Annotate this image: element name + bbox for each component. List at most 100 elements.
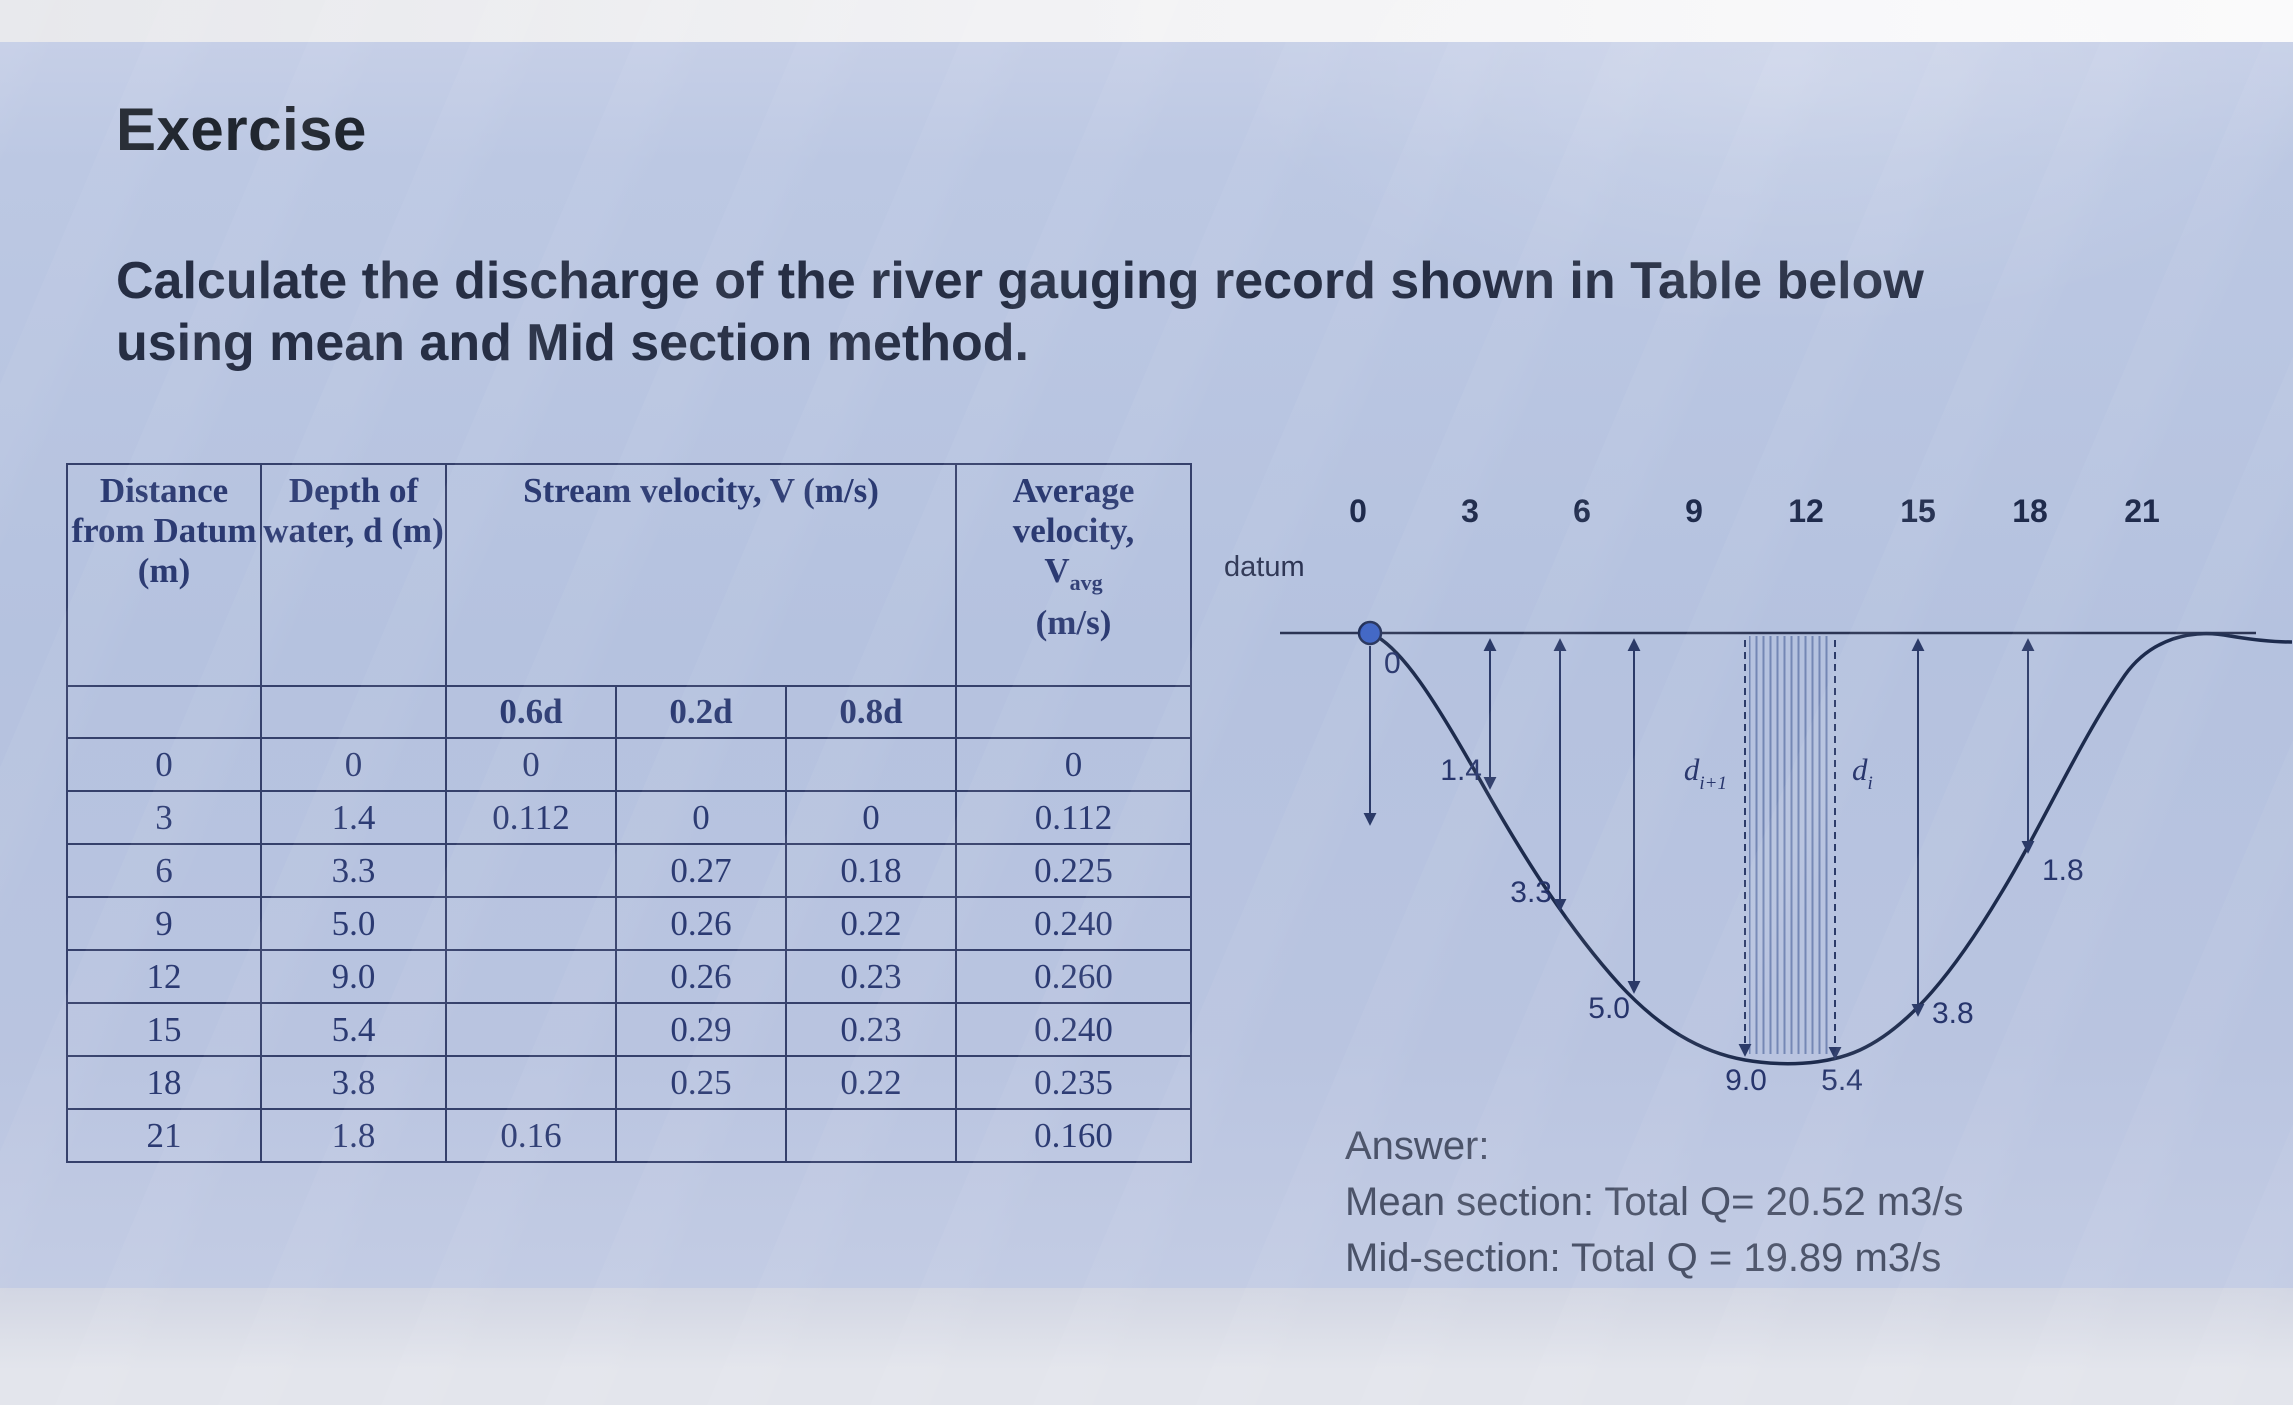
station-label: 12 (1788, 493, 1824, 529)
table-row: 9 5.0 0.26 0.22 0.240 (66, 896, 1193, 951)
station-label: 18 (2012, 493, 2048, 529)
cell-v08: 0.23 (784, 1002, 958, 1057)
cell-v02 (615, 1108, 787, 1163)
table-row: 12 9.0 0.26 0.23 0.260 (66, 949, 1193, 1004)
avg-header-unit: (m/s) (1035, 603, 1112, 642)
mid-section-strip (1749, 636, 1831, 1054)
cell-v06: 0.112 (445, 790, 617, 845)
cell-distance: 9 (66, 896, 262, 951)
table-header: Distance from Datum (m) Depth of water, … (66, 463, 1193, 739)
depth-value-label: 3.8 (1932, 997, 1974, 1030)
table-row: 0 0 0 0 (66, 737, 1193, 792)
cell-distance: 6 (66, 843, 262, 898)
station-label: 3 (1461, 493, 1479, 529)
avg-header-text: Average velocity, (1012, 471, 1135, 550)
cell-distance: 0 (66, 737, 262, 792)
cell-v06: 0.16 (445, 1108, 617, 1163)
datum-label: datum (1224, 551, 1305, 583)
table-row: 21 1.8 0.16 0.160 (66, 1108, 1193, 1163)
header-average-velocity: Average velocity, Vavg (m/s) (955, 463, 1193, 687)
header-depth: Depth of water, d (m) (260, 463, 447, 687)
cell-v08: 0.18 (784, 843, 958, 898)
depth-value-label: 9.0 (1725, 1064, 1767, 1097)
depth-value-label: 5.4 (1821, 1064, 1863, 1097)
station-label: 9 (1685, 493, 1703, 529)
cell-depth: 5.4 (260, 1002, 447, 1057)
table-row: 6 3.3 0.27 0.18 0.225 (66, 843, 1193, 898)
header-06d: 0.6d (445, 685, 617, 739)
cell-v06 (445, 843, 617, 898)
cell-v06 (445, 1002, 617, 1057)
station-label: 21 (2124, 493, 2160, 529)
river-bed-curve (1369, 631, 2293, 1066)
cell-v02: 0.26 (615, 949, 787, 1004)
header-stream-velocity: Stream velocity, V (m/s) (444, 463, 958, 687)
cell-v08: 0.23 (784, 949, 958, 1004)
cell-v08: 0.22 (784, 1055, 958, 1110)
avg-header-symbol: Vavg (1044, 551, 1103, 595)
cell-vavg: 0.240 (955, 1002, 1193, 1057)
cell-v08: 0 (784, 790, 958, 845)
header-empty-avg (955, 685, 1193, 739)
cell-distance: 12 (66, 949, 262, 1004)
cell-v08: 0.22 (784, 896, 958, 951)
answer-block: Answer: Mean section: Total Q= 20.52 m3/… (1345, 1118, 1964, 1286)
station-label: 15 (1900, 493, 1936, 529)
cell-vavg: 0.160 (955, 1108, 1193, 1163)
cell-v02: 0 (615, 790, 787, 845)
cell-distance: 3 (66, 790, 262, 845)
bottom-band (0, 1288, 2293, 1405)
cell-v06 (445, 1055, 617, 1110)
header-row-sub: 0.6d 0.2d 0.8d (66, 685, 1193, 739)
cell-vavg: 0 (955, 737, 1193, 792)
cell-distance: 15 (66, 1002, 262, 1057)
header-empty-distance (66, 685, 262, 739)
station-scale: 0 3 6 9 12 15 18 21 (1349, 493, 2160, 529)
cell-depth: 3.3 (260, 843, 447, 898)
cell-depth: 1.4 (260, 790, 447, 845)
page-title: Exercise (116, 96, 367, 163)
cell-vavg: 0.260 (955, 949, 1193, 1004)
station-label: 0 (1349, 493, 1367, 529)
depth-value-label: 5.0 (1588, 992, 1630, 1025)
cell-depth: 3.8 (260, 1055, 447, 1110)
header-08d: 0.8d (784, 685, 958, 739)
depth-value-label: 1.8 (2042, 854, 2084, 887)
cell-v06 (445, 949, 617, 1004)
table-body: 0 0 0 0 3 1.4 0.112 0 0 0.112 6 3.3 0.27 (66, 737, 1193, 1163)
station-label: 6 (1573, 493, 1591, 529)
header-row-main: Distance from Datum (m) Depth of water, … (66, 463, 1193, 687)
cell-v02: 0.26 (615, 896, 787, 951)
table-row: 15 5.4 0.29 0.23 0.240 (66, 1002, 1193, 1057)
cell-v02: 0.27 (615, 843, 787, 898)
cell-v02: 0.25 (615, 1055, 787, 1110)
answer-heading: Answer: (1345, 1124, 1490, 1168)
cell-v06 (445, 896, 617, 951)
depth-value-label: 3.3 (1510, 876, 1552, 909)
top-band (0, 0, 2293, 42)
cell-v02: 0.29 (615, 1002, 787, 1057)
river-cross-section-diagram: 0 3 6 9 12 15 18 21 datum 0 1.4 3.3 5.0 … (1224, 493, 2293, 1097)
cell-distance: 18 (66, 1055, 262, 1110)
cell-depth: 5.0 (260, 896, 447, 951)
header-empty-depth (260, 685, 447, 739)
table-row: 3 1.4 0.112 0 0 0.112 (66, 790, 1193, 845)
d-next-label: di+1 (1684, 752, 1727, 794)
cell-v02 (615, 737, 787, 792)
cell-vavg: 0.225 (955, 843, 1193, 898)
header-distance: Distance from Datum (m) (66, 463, 262, 687)
header-02d: 0.2d (615, 685, 787, 739)
table-row: 18 3.8 0.25 0.22 0.235 (66, 1055, 1193, 1110)
datum-origin-point (1357, 620, 1383, 646)
cell-v06: 0 (445, 737, 617, 792)
answer-mid-section: Mid-section: Total Q = 19.89 m3/s (1345, 1236, 1942, 1280)
answer-mean-section: Mean section: Total Q= 20.52 m3/s (1345, 1180, 1964, 1224)
cell-depth: 1.8 (260, 1108, 447, 1163)
gauging-record-table: Distance from Datum (m) Depth of water, … (66, 463, 1193, 1163)
cell-vavg: 0.235 (955, 1055, 1193, 1110)
cell-depth: 9.0 (260, 949, 447, 1004)
cell-v08 (784, 1108, 958, 1163)
prompt-line-1: Calculate the discharge of the river gau… (116, 252, 1924, 310)
cell-depth: 0 (260, 737, 447, 792)
